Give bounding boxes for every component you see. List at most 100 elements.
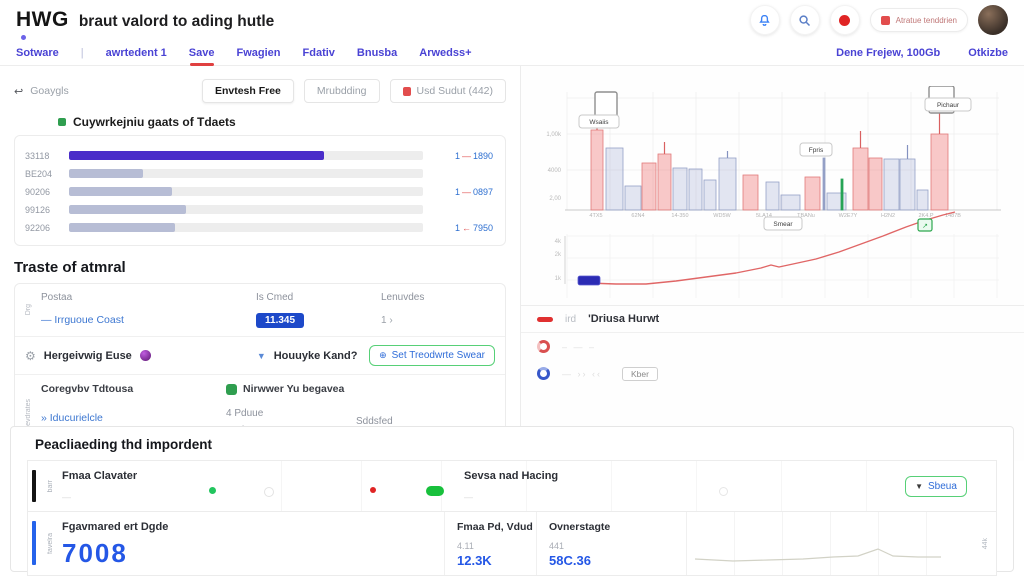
bar-note: 1 ← 7950 xyxy=(454,222,493,233)
svg-text:4000: 4000 xyxy=(548,168,562,174)
avatar[interactable] xyxy=(978,5,1008,35)
svg-text:Fpris: Fpris xyxy=(809,147,824,154)
svg-text:1,00k: 1,00k xyxy=(546,132,562,138)
bar-track xyxy=(69,169,423,178)
bar-note: 1—1890 xyxy=(454,150,493,161)
nav-item-awrtedent-1[interactable]: awrtedent 1 xyxy=(105,46,167,59)
back-icon: ↩ xyxy=(14,85,24,98)
gear-icon[interactable]: ⚙ xyxy=(25,348,36,363)
main-nav: Sotware | awrtedent 1 Save Fwagien Fdativ Bnus… xyxy=(0,40,1024,66)
kpi-big-number: 7008 xyxy=(62,538,128,568)
chevron-down-icon[interactable]: ▼ xyxy=(256,350,266,361)
nav-right-link-dene-frejew-100gb[interactable]: Dene Frejew, 100Gb xyxy=(836,46,941,59)
legend-item[interactable]: — ›› ‹‹ Kber xyxy=(521,360,1024,387)
bottom-heading: Peacliaeding thd impordent xyxy=(35,437,213,452)
faint-dot xyxy=(719,487,728,496)
column-label: Postaa xyxy=(41,292,73,303)
red-circle-icon xyxy=(537,340,550,353)
column-label: Is Cmed xyxy=(256,292,294,303)
filter-button[interactable]: ▼ Sbeua xyxy=(905,475,967,497)
svg-text:H2N2: H2N2 xyxy=(881,213,895,219)
funnel-icon: ▼ xyxy=(915,481,923,491)
svg-text:TBANu: TBANu xyxy=(797,213,815,219)
status-dots xyxy=(202,461,444,511)
svg-text:1k: 1k xyxy=(555,276,562,282)
left-toolbar: ↩ Goaygls Envtesh Free Mrubdding Usd Sudut… xyxy=(14,76,506,106)
svg-text:5LA14: 5LA14 xyxy=(756,213,772,219)
candle-chart: 1,00k 4000 2,00 4TX5 62N4 14-350 WD5W 5LA14 TBAN… xyxy=(546,86,1001,298)
bar-chart-header: Cuywrkejniu gaats of Tdaets xyxy=(58,115,506,129)
logo: HWG xyxy=(16,8,69,31)
green-square-icon xyxy=(58,118,66,126)
bar-track xyxy=(69,223,423,232)
tab-mrubdding[interactable]: Mrubdding xyxy=(303,79,380,103)
nav-item-fdativ[interactable]: Fdativ xyxy=(302,46,335,59)
table-row: barr Fmaa Clavater — Sevsa nad Hacing — … xyxy=(28,461,996,511)
row-link[interactable]: » Iducurielcle xyxy=(41,412,103,424)
kpi-cell: Ovnerstagte 441 58C.36 xyxy=(536,512,686,575)
legend-item[interactable]: – — – xyxy=(521,333,1024,360)
search-icon[interactable] xyxy=(789,5,820,35)
svg-text:Wsaiis: Wsaiis xyxy=(589,119,609,126)
table-row: favelra Fgavmared ert Dgde 7008 Fmaa Pd,… xyxy=(28,511,996,575)
nav-right-link-otkizbe[interactable]: Otkizbe xyxy=(968,46,1008,59)
set-threshold-button[interactable]: ⊕ Set Treodwrte Swear xyxy=(369,345,495,366)
kpi-cell: Fmaa Pd, Vdud 4.11 12.3K xyxy=(444,512,536,575)
nav-divider: | xyxy=(80,46,84,59)
bar-row: BE204 xyxy=(25,166,495,181)
tab-usd-sudut-442[interactable]: Usd Sudut (442) xyxy=(389,79,506,103)
page-title: braut valord to ading hutle xyxy=(78,13,275,30)
sparkline-label: 44k xyxy=(981,537,989,550)
bar-note: 1—0897 xyxy=(454,186,493,197)
svg-text:4k: 4k xyxy=(555,239,562,245)
svg-text:Smear: Smear xyxy=(773,221,793,228)
svg-text:2,00: 2,00 xyxy=(549,196,561,202)
record-indicator-icon[interactable] xyxy=(829,5,860,35)
table-row: ⚙ Hergeivwig Euse ▼ Houuyke Kand? ⊕ Set … xyxy=(15,336,505,374)
svg-text:W2E7Y: W2E7Y xyxy=(839,213,858,219)
nav-item-arwedss[interactable]: Arwedss+ xyxy=(419,46,472,59)
bar-track xyxy=(69,205,423,214)
svg-text:4TX5: 4TX5 xyxy=(589,213,602,219)
sparkline-chart xyxy=(694,548,941,562)
bar-fill xyxy=(69,151,324,160)
nav-item-save[interactable]: Save xyxy=(188,46,215,66)
nav-item-bnusba[interactable]: Bnusba xyxy=(356,46,398,59)
notifications-bell-icon[interactable] xyxy=(749,5,780,35)
nav-items: Sotware | awrtedent 1 Save Fwagien Fdativ Bnus… xyxy=(16,46,494,66)
svg-text:2K4.P: 2K4.P xyxy=(919,213,934,219)
main-content: ↩ Goaygls Envtesh Free Mrubdding Usd Sudut… xyxy=(0,66,1024,461)
status-pill xyxy=(426,486,444,496)
right-panel: 1,00k 4000 2,00 4TX5 62N4 14-350 WD5W 5LA14 TBAN… xyxy=(520,66,1024,461)
blue-circle-icon xyxy=(537,367,550,380)
logo-dot xyxy=(21,35,26,40)
red-square-icon xyxy=(880,15,890,25)
bar-track xyxy=(69,151,423,160)
table-section-title: Traste of atmral xyxy=(14,259,126,276)
breadcrumb[interactable]: ↩ Goaygls xyxy=(14,85,69,98)
plus-circle-icon: ⊕ xyxy=(379,350,387,360)
status-badge: 11.345 xyxy=(256,313,305,328)
left-panel: ↩ Goaygls Envtesh Free Mrubdding Usd Sudut… xyxy=(0,66,520,461)
purple-orb-icon xyxy=(139,350,151,361)
bar-chart-title: Cuywrkejniu gaats of Tdaets xyxy=(73,115,236,129)
svg-text:62N4: 62N4 xyxy=(631,213,644,219)
bar-row: 92206 1 ← 7950 xyxy=(25,222,493,233)
legend-chip[interactable]: Kber xyxy=(622,366,658,381)
header-pill-button[interactable]: Atratue tenddrien xyxy=(869,8,968,32)
black-accent-bar xyxy=(32,470,36,502)
nav-item-fwagien[interactable]: Fwagien xyxy=(236,46,281,59)
legend-item[interactable]: ird 'Driusa Hurwt xyxy=(521,306,1024,333)
sparkline-cell xyxy=(686,512,974,575)
bar-row: 33118 1—1890 xyxy=(25,150,493,161)
bar-fill xyxy=(69,205,186,214)
red-doc-icon xyxy=(402,86,411,96)
red-dash-icon xyxy=(537,316,553,322)
brand: HWG braut valord to ading hutle xyxy=(16,8,275,40)
tab-envtesh-free[interactable]: Envtesh Free xyxy=(201,79,294,103)
nav-item-sotware[interactable]: Sotware xyxy=(16,46,59,59)
status-dot xyxy=(209,487,216,494)
bar-row: 99126 xyxy=(25,202,495,217)
bar-fill xyxy=(69,169,144,178)
row-link[interactable]: — Irrguoue Coast xyxy=(41,314,124,326)
